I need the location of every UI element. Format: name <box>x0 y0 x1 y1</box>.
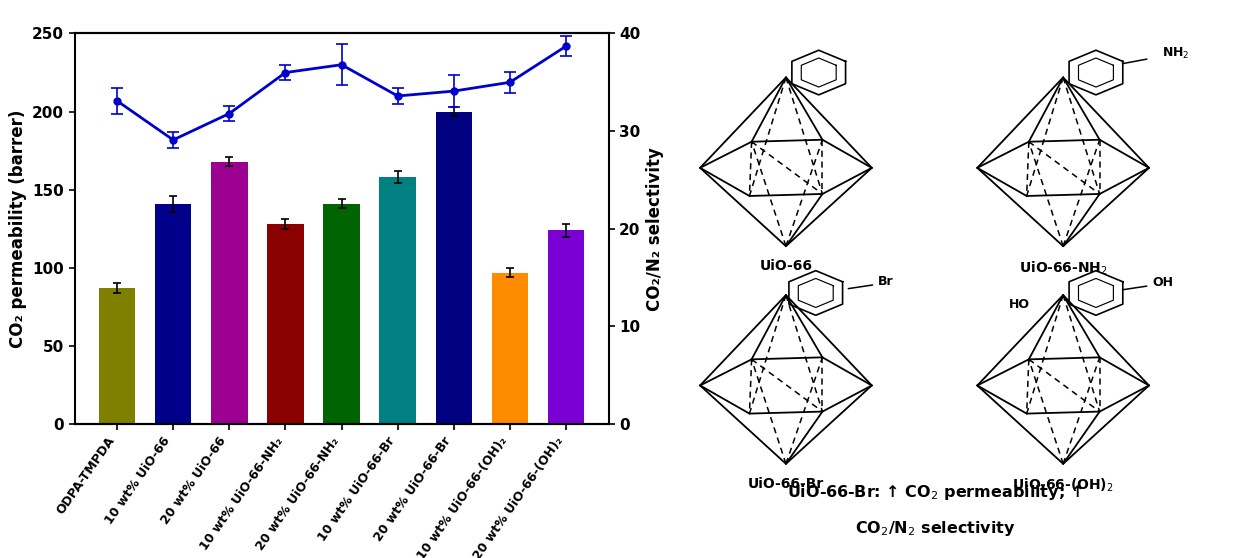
Text: UiO-66: UiO-66 <box>759 259 812 273</box>
Text: Br: Br <box>878 275 894 288</box>
Y-axis label: CO₂ permeability (barrer): CO₂ permeability (barrer) <box>9 109 26 348</box>
Bar <box>99 288 135 424</box>
Text: NH$_2$: NH$_2$ <box>1161 45 1189 61</box>
Bar <box>155 204 191 424</box>
Text: UiO-66-Br: ↑ CO$_2$ permeability; ↑: UiO-66-Br: ↑ CO$_2$ permeability; ↑ <box>787 483 1083 502</box>
Text: UiO-66-Br: UiO-66-Br <box>748 477 823 491</box>
Text: CO$_2$/N$_2$ selectivity: CO$_2$/N$_2$ selectivity <box>854 519 1015 538</box>
Text: OH: OH <box>1153 276 1174 290</box>
Bar <box>267 224 303 424</box>
Bar <box>380 177 416 424</box>
Text: UiO-66-NH$_2$: UiO-66-NH$_2$ <box>1018 259 1108 277</box>
Bar <box>323 204 360 424</box>
Bar <box>211 162 247 424</box>
Text: HO: HO <box>1010 297 1031 311</box>
Bar <box>492 272 528 424</box>
Y-axis label: CO₂/N₂ selectivity: CO₂/N₂ selectivity <box>646 147 664 311</box>
Text: UiO-66-(OH)$_2$: UiO-66-(OH)$_2$ <box>1012 477 1114 494</box>
Bar <box>436 112 472 424</box>
Bar <box>548 230 584 424</box>
